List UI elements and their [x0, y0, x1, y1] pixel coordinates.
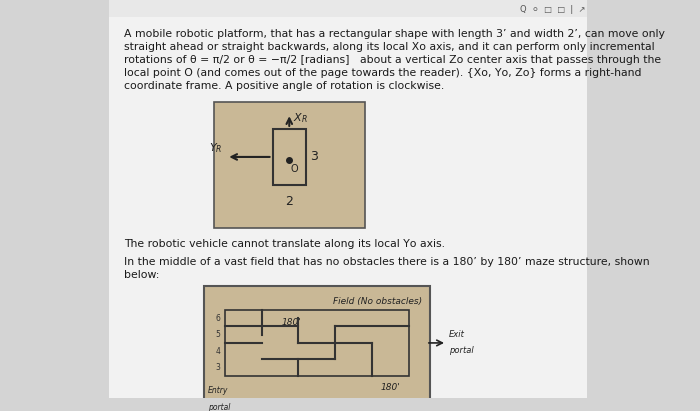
Text: 180': 180': [282, 318, 302, 327]
Text: 3: 3: [216, 363, 220, 372]
Text: 6: 6: [216, 314, 220, 323]
Text: rotations of θ = π/2 or θ = −π/2 [radians]   about a vertical Zᴏ center axis tha: rotations of θ = π/2 or θ = −π/2 [radian…: [124, 55, 662, 65]
Text: In the middle of a vast field that has no obstacles there is a 180’ by 180’ maze: In the middle of a vast field that has n…: [124, 257, 650, 267]
Text: portal: portal: [208, 403, 230, 411]
Text: 5: 5: [216, 330, 220, 339]
Text: Field (No obstacles): Field (No obstacles): [332, 298, 421, 307]
Bar: [204, 286, 430, 400]
Text: 180': 180': [381, 383, 401, 393]
Text: straight ahead or straight backwards, along its local Xᴏ axis, and it can perfor: straight ahead or straight backwards, al…: [124, 42, 654, 52]
Text: 4: 4: [216, 346, 220, 356]
Text: below:: below:: [124, 270, 160, 280]
Bar: [109, 0, 587, 398]
Bar: [214, 102, 365, 228]
Text: O: O: [291, 164, 299, 173]
Bar: [109, 0, 587, 17]
Bar: [225, 310, 410, 376]
Text: The robotic vehicle cannot translate along its local Yᴏ axis.: The robotic vehicle cannot translate alo…: [124, 239, 445, 249]
Text: coordinate frame. A positive angle of rotation is clockwise.: coordinate frame. A positive angle of ro…: [124, 81, 444, 91]
Text: $X_R$: $X_R$: [293, 111, 308, 125]
Text: 3: 3: [310, 150, 318, 164]
Text: 2: 2: [286, 195, 293, 208]
Text: A mobile robotic platform, that has a rectangular shape with length 3’ and width: A mobile robotic platform, that has a re…: [124, 29, 665, 39]
Text: $Y_R$: $Y_R$: [209, 141, 222, 155]
Text: Exit: Exit: [449, 330, 465, 339]
Text: Q  ⚪  □  □  |  ↗: Q ⚪ □ □ | ↗: [520, 5, 585, 14]
Text: portal: portal: [449, 346, 473, 355]
Text: Entry: Entry: [208, 386, 228, 395]
Text: local point O (and comes out of the page towards the reader). {Xᴏ, Yᴏ, Zᴏ} forms: local point O (and comes out of the page…: [124, 68, 642, 79]
Bar: [272, 129, 306, 185]
